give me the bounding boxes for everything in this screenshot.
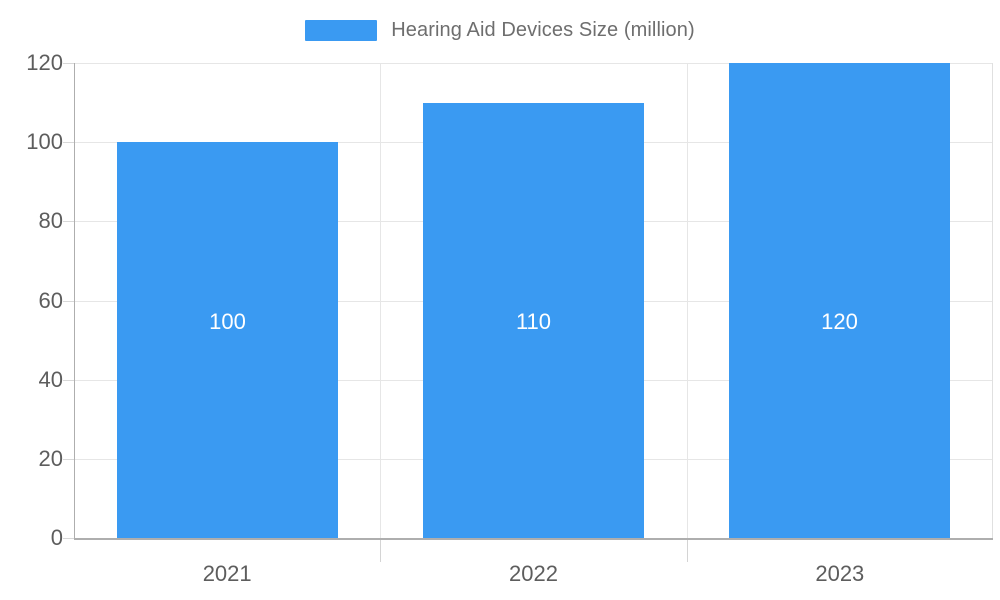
x-tick-label-2022: 2022 [509,561,558,586]
y-tick-label-0: 0 [50,525,63,550]
y-tick-label-80: 80 [38,208,63,234]
bar-2023[interactable]: 120 [729,63,950,538]
y-axis-line [74,63,75,538]
y-tick-120 [63,63,74,64]
y-tick-80 [63,221,74,223]
bar-value-label-2022: 110 [515,308,552,334]
bar-2021[interactable]: 100 [117,142,338,538]
gridline-x-1 [380,63,381,538]
y-tick-label-60: 60 [38,287,63,313]
y-tick-0 [63,538,74,539]
bar-value-label-2021: 100 [209,309,246,335]
x-tick-1 [380,540,381,562]
legend-swatch-icon [305,19,378,41]
x-tick-2 [687,540,688,562]
x-axis-tick-labels: 2021 2022 2023 [74,557,993,591]
y-tick-label-40: 40 [38,366,63,392]
gridline-y-120 [74,63,993,64]
x-tick-label-2023: 2023 [815,561,865,586]
y-tick-label-20: 20 [38,445,63,471]
legend-label: Hearing Aid Devices Size (million) [391,18,695,41]
y-tick-label-100: 100 [26,129,63,155]
bar-value-label-2023: 120 [821,309,858,334]
chart-legend: Hearing Aid Devices Size (million) [0,14,1000,46]
y-tick-60 [63,300,74,302]
y-tick-label-120: 120 [26,50,63,75]
y-tick-20 [63,458,74,460]
y-tick-40 [63,379,74,381]
bar-2022[interactable]: 110 [423,102,644,538]
legend-item-hearing-aid-devices-size[interactable]: Hearing Aid Devices Size (million) [305,19,695,42]
gridline-x-2 [687,63,688,538]
x-tick-label-2021: 2021 [202,561,252,586]
y-axis-tick-labels: 120 100 80 60 40 20 0 [0,0,63,600]
gridline-x-3 [992,63,993,538]
y-tick-100 [63,142,74,144]
x-axis-line [74,538,993,540]
plot-area: 100 110 120 [74,63,993,539]
